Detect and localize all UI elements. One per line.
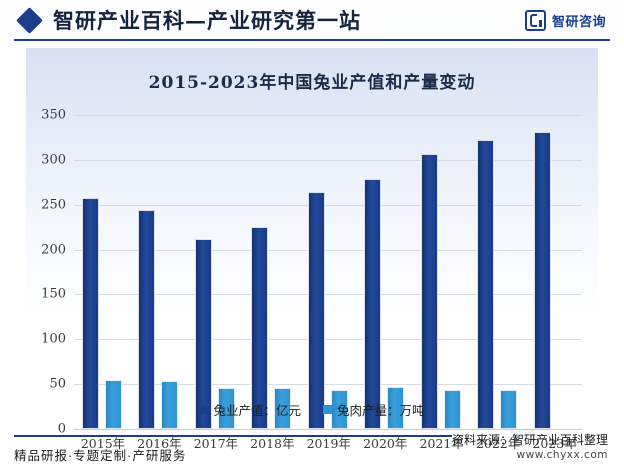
y-axis-tick-label: 300 xyxy=(41,152,66,168)
bar-group: 2020年 xyxy=(362,115,418,451)
x-axis-tick-label: 2023年 xyxy=(532,436,577,451)
bar-output[interactable] xyxy=(500,389,518,429)
legend-swatch-icon xyxy=(199,405,209,414)
gridline: 250 xyxy=(41,197,582,212)
x-axis-tick-label: 2022年 xyxy=(475,436,521,451)
header-divider xyxy=(14,39,610,41)
x-axis-tick-label: 2019年 xyxy=(306,436,351,451)
bar-output[interactable] xyxy=(105,379,122,429)
y-axis-tick-label: 100 xyxy=(41,331,66,347)
brand-logo: 智研咨询 xyxy=(524,9,606,31)
y-axis-tick-label: 0 xyxy=(57,421,66,437)
legend-item-output[interactable]: 兔肉产量：万吨 xyxy=(323,400,425,419)
legend-swatch-icon xyxy=(323,405,332,414)
bar-output[interactable] xyxy=(443,389,461,429)
y-axis-tick-label: 200 xyxy=(41,242,66,258)
bar-group: 2022年 xyxy=(475,115,531,451)
y-axis-tick-label: 350 xyxy=(41,107,66,123)
gridline: 100 xyxy=(41,332,582,347)
footer-url[interactable]: www.chyxx.com xyxy=(516,449,608,461)
gridline: 50 xyxy=(49,377,582,392)
chart-legend: 兔业产值：亿元 兔肉产量：万吨 xyxy=(26,400,598,419)
chart-title: 2015-2023年中国兔业产值和产量变动 xyxy=(148,73,476,93)
footer-divider xyxy=(14,435,452,437)
x-axis-tick-label: 2018年 xyxy=(250,436,295,451)
bar-value[interactable] xyxy=(138,210,156,429)
x-axis-tick-label: 2017年 xyxy=(193,436,239,451)
gridline: 150 xyxy=(41,287,582,302)
bar-value[interactable] xyxy=(420,153,438,429)
x-axis-tick-label: 2016年 xyxy=(137,436,182,451)
bar-value[interactable] xyxy=(251,227,269,429)
legend-item-value[interactable]: 兔业产值：亿元 xyxy=(199,400,301,419)
bar-group: 2021年 xyxy=(419,115,475,451)
chart-panel: 2015-2023年中国兔业产值和产量变动 0 50 100 150 200 250 300… xyxy=(26,48,598,451)
bar-output[interactable] xyxy=(217,387,235,429)
bar-value[interactable] xyxy=(194,238,212,429)
page-header: 智研产业百科—产业研究第一站 智研咨询 xyxy=(0,0,624,40)
bar-group: 2019年 xyxy=(306,115,362,451)
x-axis-tick-label: 2015年 xyxy=(80,436,126,451)
page-title: 智研产业百科—产业研究第一站 xyxy=(53,8,361,33)
footer-tagline: 精品研报·专题定制·产研服务 xyxy=(14,449,187,463)
y-axis-tick-label: 150 xyxy=(41,286,66,302)
chart-plot-area: 0 50 100 150 200 250 300 350 2015年 2016年 2017年 201… xyxy=(41,108,582,451)
y-axis-tick-label: 50 xyxy=(49,376,66,392)
bar-value[interactable] xyxy=(307,192,325,429)
bar-value[interactable] xyxy=(533,132,551,429)
x-axis-tick-label: 2020年 xyxy=(363,436,408,451)
page-footer: 精品研报·专题定制·产研服务 资料来源：智研产业百科整理 www.chyxx.c… xyxy=(0,427,624,471)
bar-group: 2017年 xyxy=(193,115,249,451)
gridline: 0 xyxy=(58,422,582,437)
footer-source: 资料来源：智研产业百科整理 xyxy=(451,433,608,447)
y-axis-tick-label: 250 xyxy=(41,197,66,213)
legend-label: 兔肉产量：万吨 xyxy=(337,403,425,418)
x-axis-tick-label: 2021年 xyxy=(419,436,464,451)
bar-group: 2023年 xyxy=(532,115,588,451)
bar-group: 2016年 xyxy=(136,115,192,451)
bar-value[interactable] xyxy=(477,140,495,429)
bar-output[interactable] xyxy=(274,387,292,429)
brand-name: 智研咨询 xyxy=(551,13,606,29)
bar-value[interactable] xyxy=(82,197,99,429)
bar-group: 2018年 xyxy=(249,115,305,451)
zhiyan-logo-icon xyxy=(524,9,546,31)
bar-value[interactable] xyxy=(364,178,382,429)
gridline: 350 xyxy=(41,108,582,123)
gridline: 200 xyxy=(41,242,582,257)
bar-group: 2015年 xyxy=(80,115,136,451)
bar-output[interactable] xyxy=(161,381,179,429)
gridline: 300 xyxy=(41,152,582,167)
diamond-icon xyxy=(16,6,43,34)
bar-output[interactable] xyxy=(387,386,405,429)
legend-label: 兔业产值：亿元 xyxy=(213,403,301,418)
